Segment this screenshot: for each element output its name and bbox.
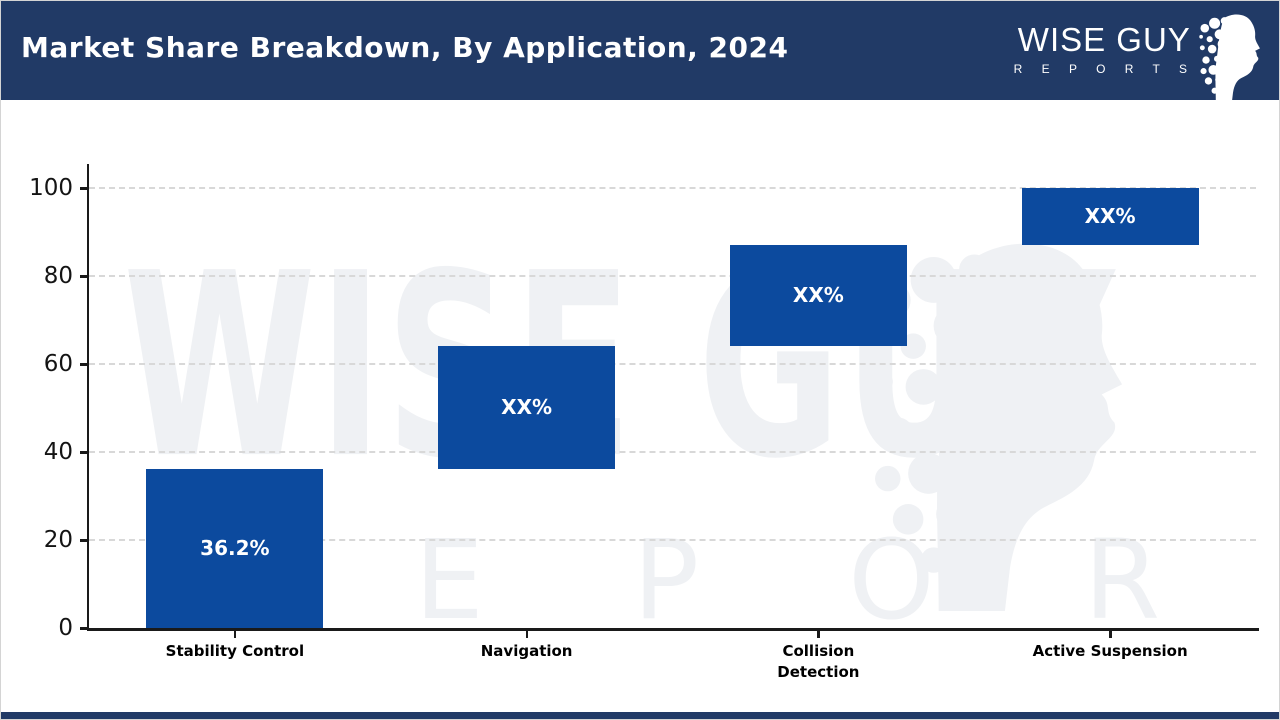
y-tickmark-40: [80, 451, 89, 454]
bar-stability-control: [146, 468, 324, 628]
y-tickmark-20: [80, 539, 89, 542]
wise-guy-logo: WISE GUY R E P O R T S: [1014, 7, 1273, 103]
watermark-reports: R E P O R T S: [189, 516, 1279, 644]
gridline-20: [89, 539, 1256, 541]
x-axis-line: [86, 628, 1259, 631]
y-tickmark-0: [80, 627, 89, 630]
y-axis-line: [86, 164, 89, 631]
x-category-label-stability-control: Stability Control: [165, 642, 305, 660]
footer-stripe: [1, 712, 1279, 719]
x-category-label-navigation: Navigation: [480, 642, 573, 660]
logo-head-icon: [1199, 14, 1260, 103]
y-tick-label-60: 60: [43, 351, 73, 377]
y-tickmark-100: [80, 187, 89, 190]
x-category-label-active-suspension: Active Suspension: [1032, 642, 1188, 660]
y-tickmark-80: [80, 275, 89, 278]
gridline-40: [89, 451, 1256, 453]
bar-value-label-active-suspension: XX%: [1084, 204, 1136, 228]
x-tickmark-collision-detection: [817, 630, 820, 638]
x-tickmark-navigation: [525, 630, 529, 638]
bar-value-label-stability-control: 36.2%: [200, 535, 270, 560]
y-tick-label-20: 20: [43, 527, 73, 553]
logo-wise-guy-text: WISE GUY: [1017, 21, 1191, 58]
x-tickmark-stability-control: [233, 630, 237, 638]
bar-active-suspension: [1021, 188, 1199, 246]
bar-value-label-collision-detection: XX%: [792, 283, 844, 308]
x-category-label-collision-detection: Collision Detection: [777, 642, 860, 681]
header-bar: Market Share Breakdown, By Application, …: [1, 1, 1279, 103]
chart-title: Market Share Breakdown, By Application, …: [21, 31, 789, 64]
logo-reports-text: R E P O R T S: [1013, 62, 1195, 76]
y-tick-label-40: 40: [43, 439, 73, 465]
y-tickmark-60: [80, 363, 89, 366]
y-tick-label-80: 80: [43, 263, 73, 289]
bar-value-label-navigation: XX%: [501, 395, 553, 420]
gridline-60: [89, 363, 1256, 365]
bar-navigation: [438, 346, 616, 469]
gridline-100: [89, 187, 1256, 189]
y-tick-label-100: 100: [29, 175, 73, 201]
gridline-80: [89, 275, 1256, 277]
y-tick-label-0: 0: [58, 615, 73, 641]
x-tickmark-active-suspension: [1109, 630, 1112, 638]
logo-text: WISE GUY R E P O R T S: [1014, 21, 1195, 76]
bar-collision-detection: [729, 245, 907, 347]
